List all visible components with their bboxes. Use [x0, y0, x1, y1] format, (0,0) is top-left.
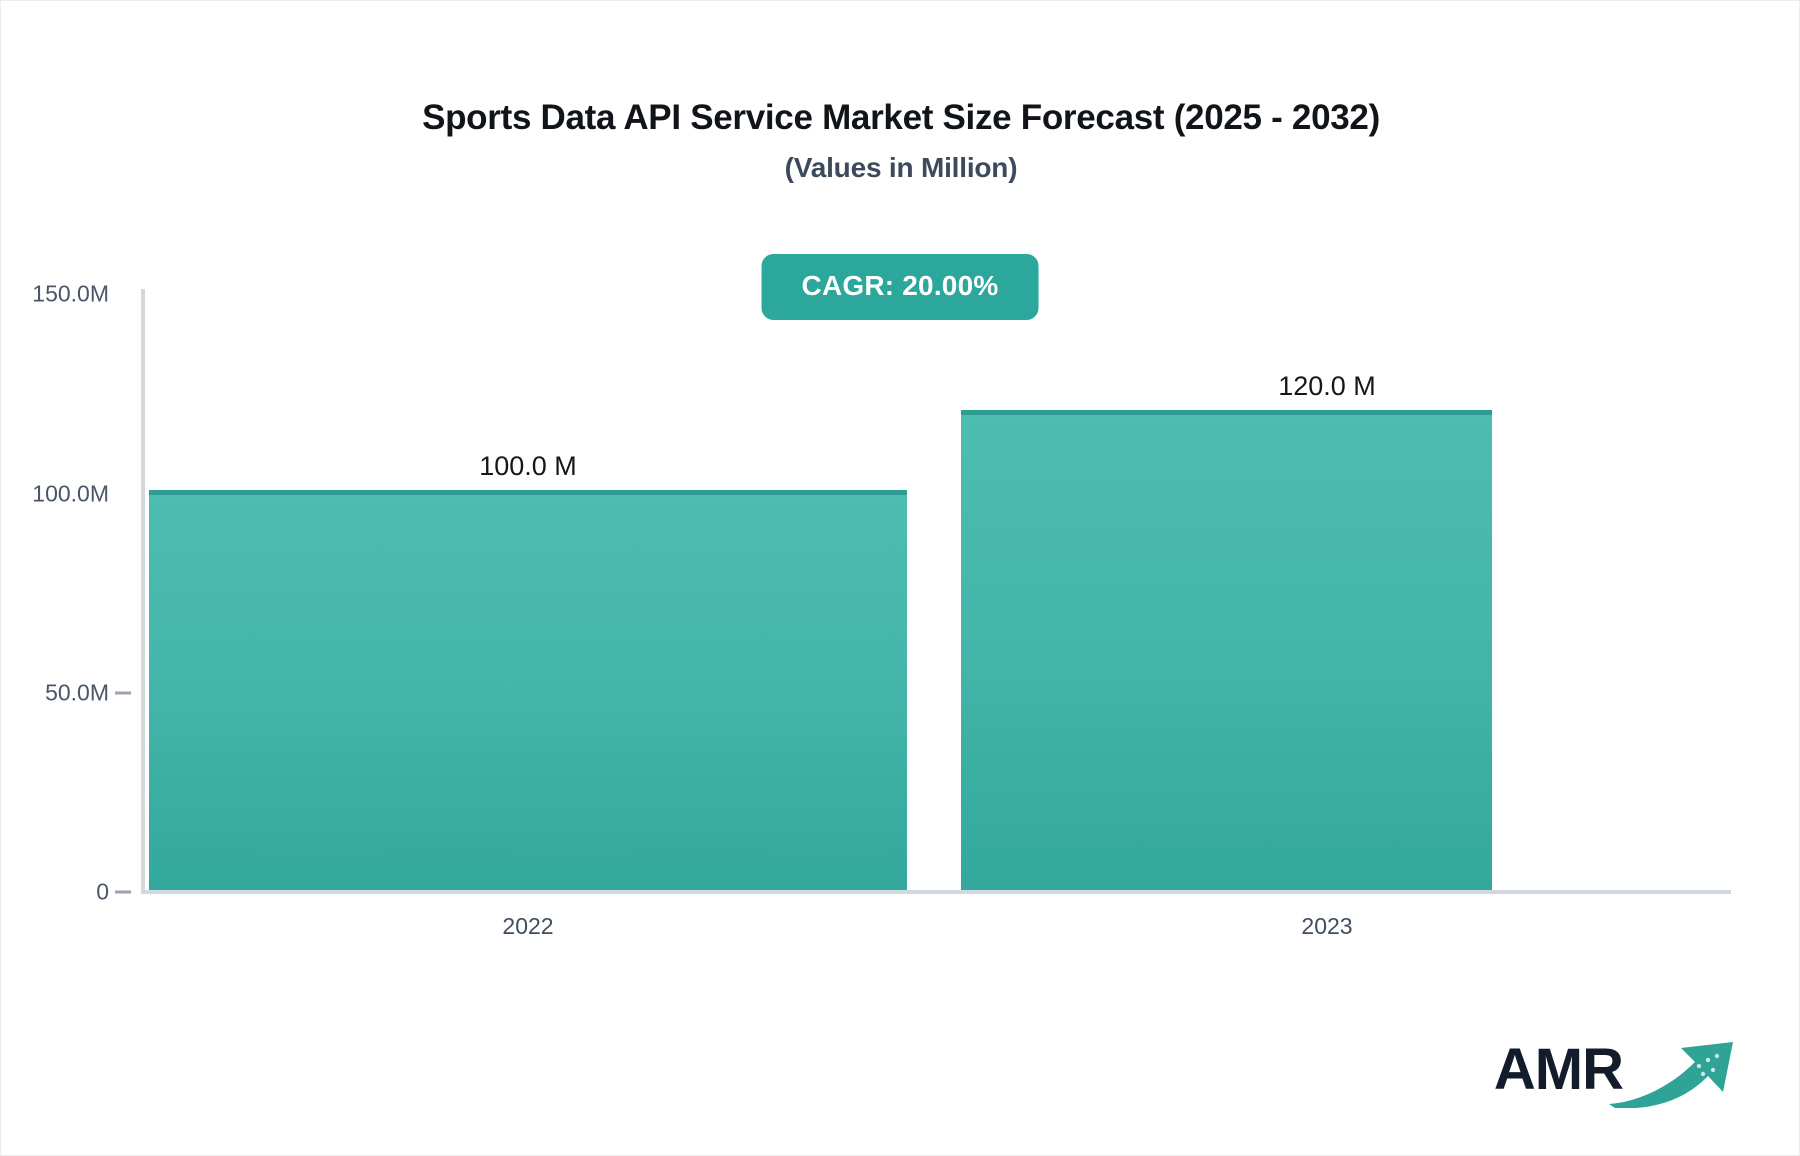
x-category-2023: 2023	[1301, 913, 1353, 939]
x-axis-baseline	[141, 890, 1731, 894]
y-tick-label: 100.0M	[32, 480, 109, 507]
x-category-2022: 2022	[502, 913, 554, 939]
bar-2022[interactable]	[149, 490, 907, 890]
bar-2023[interactable]	[961, 410, 1492, 890]
y-tick-mark-50	[115, 691, 131, 695]
y-axis-spine	[141, 289, 145, 894]
y-tick-label: 0	[96, 878, 109, 905]
growth-arrow-icon	[1607, 1040, 1737, 1113]
y-tick-label: 50.0M	[45, 679, 109, 706]
bar-value-2023: 120.0 M	[1278, 371, 1376, 401]
y-tick-label: 150.0M	[32, 280, 109, 307]
bar-value-2022: 100.0 M	[479, 451, 577, 481]
amr-wordmark: AMR	[1493, 1036, 1624, 1102]
chart-title: Sports Data API Service Market Size Fore…	[422, 98, 1380, 137]
y-tick-mark-0	[115, 890, 131, 894]
chart-subtitle: (Values in Million)	[784, 152, 1018, 184]
chart-header: Sports Data API Service Market Size Fore…	[1, 97, 1799, 184]
cagr-badge: CAGR: 20.00%	[761, 254, 1039, 320]
amr-logo: AMR	[1494, 1026, 1737, 1113]
